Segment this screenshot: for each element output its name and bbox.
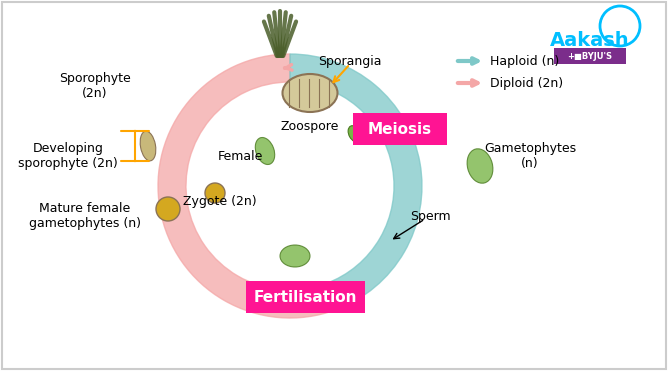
- Ellipse shape: [348, 126, 362, 142]
- Text: Fertilisation: Fertilisation: [253, 289, 357, 305]
- Text: Diploid (2n): Diploid (2n): [490, 76, 563, 89]
- Text: Mature female
gametophytes (n): Mature female gametophytes (n): [29, 202, 141, 230]
- Circle shape: [156, 197, 180, 221]
- Ellipse shape: [140, 131, 156, 161]
- Text: Meiosis: Meiosis: [368, 121, 432, 137]
- Text: Sperm: Sperm: [409, 210, 450, 223]
- Ellipse shape: [467, 149, 493, 183]
- Text: Developing
sporophyte (2n): Developing sporophyte (2n): [18, 142, 118, 170]
- FancyBboxPatch shape: [554, 48, 626, 64]
- Text: Aakash: Aakash: [550, 31, 630, 50]
- Text: Zygote (2n): Zygote (2n): [183, 194, 257, 207]
- Ellipse shape: [255, 138, 275, 164]
- Text: Zoospore: Zoospore: [281, 119, 339, 132]
- Text: Sporophyte
(2n): Sporophyte (2n): [59, 72, 131, 100]
- Text: Gametophytes
(n): Gametophytes (n): [484, 142, 576, 170]
- Wedge shape: [158, 54, 335, 318]
- Ellipse shape: [283, 74, 337, 112]
- Circle shape: [205, 183, 225, 203]
- Wedge shape: [290, 54, 422, 310]
- Text: Sporangia: Sporangia: [318, 55, 381, 68]
- FancyBboxPatch shape: [353, 113, 447, 145]
- FancyBboxPatch shape: [246, 281, 365, 313]
- Text: Haploid (n): Haploid (n): [490, 55, 559, 68]
- Text: Female: Female: [217, 150, 263, 162]
- Text: +■BYJU'S: +■BYJU'S: [568, 52, 613, 60]
- Ellipse shape: [280, 245, 310, 267]
